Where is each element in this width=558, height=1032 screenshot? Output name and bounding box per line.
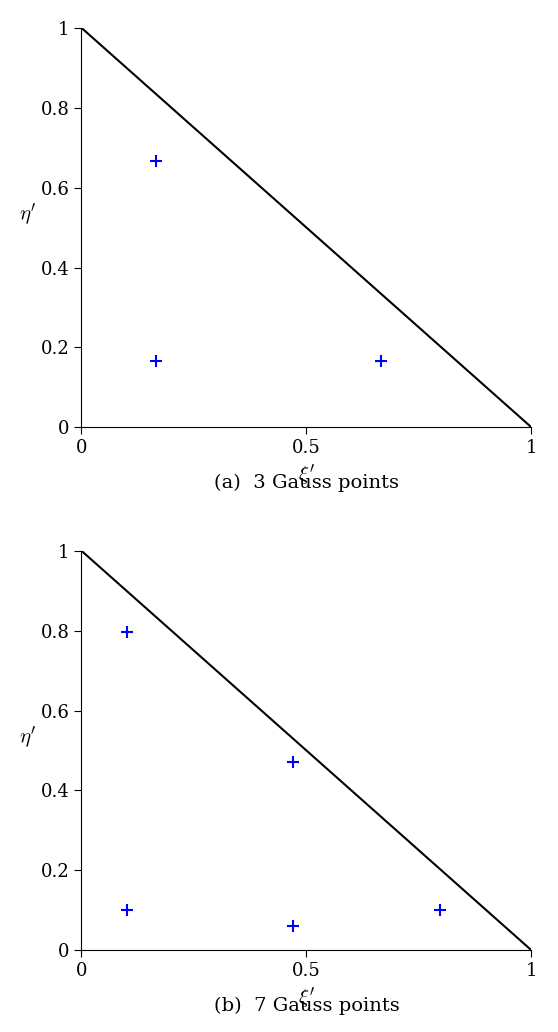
Text: (b)  7 Gauss points: (b) 7 Gauss points xyxy=(214,997,400,1014)
X-axis label: $\xi'$: $\xi'$ xyxy=(298,986,315,1011)
Y-axis label: $\eta'$: $\eta'$ xyxy=(19,201,36,228)
X-axis label: $\xi'$: $\xi'$ xyxy=(298,462,315,488)
Y-axis label: $\eta'$: $\eta'$ xyxy=(19,724,36,750)
Text: (a)  3 Gauss points: (a) 3 Gauss points xyxy=(214,474,399,492)
